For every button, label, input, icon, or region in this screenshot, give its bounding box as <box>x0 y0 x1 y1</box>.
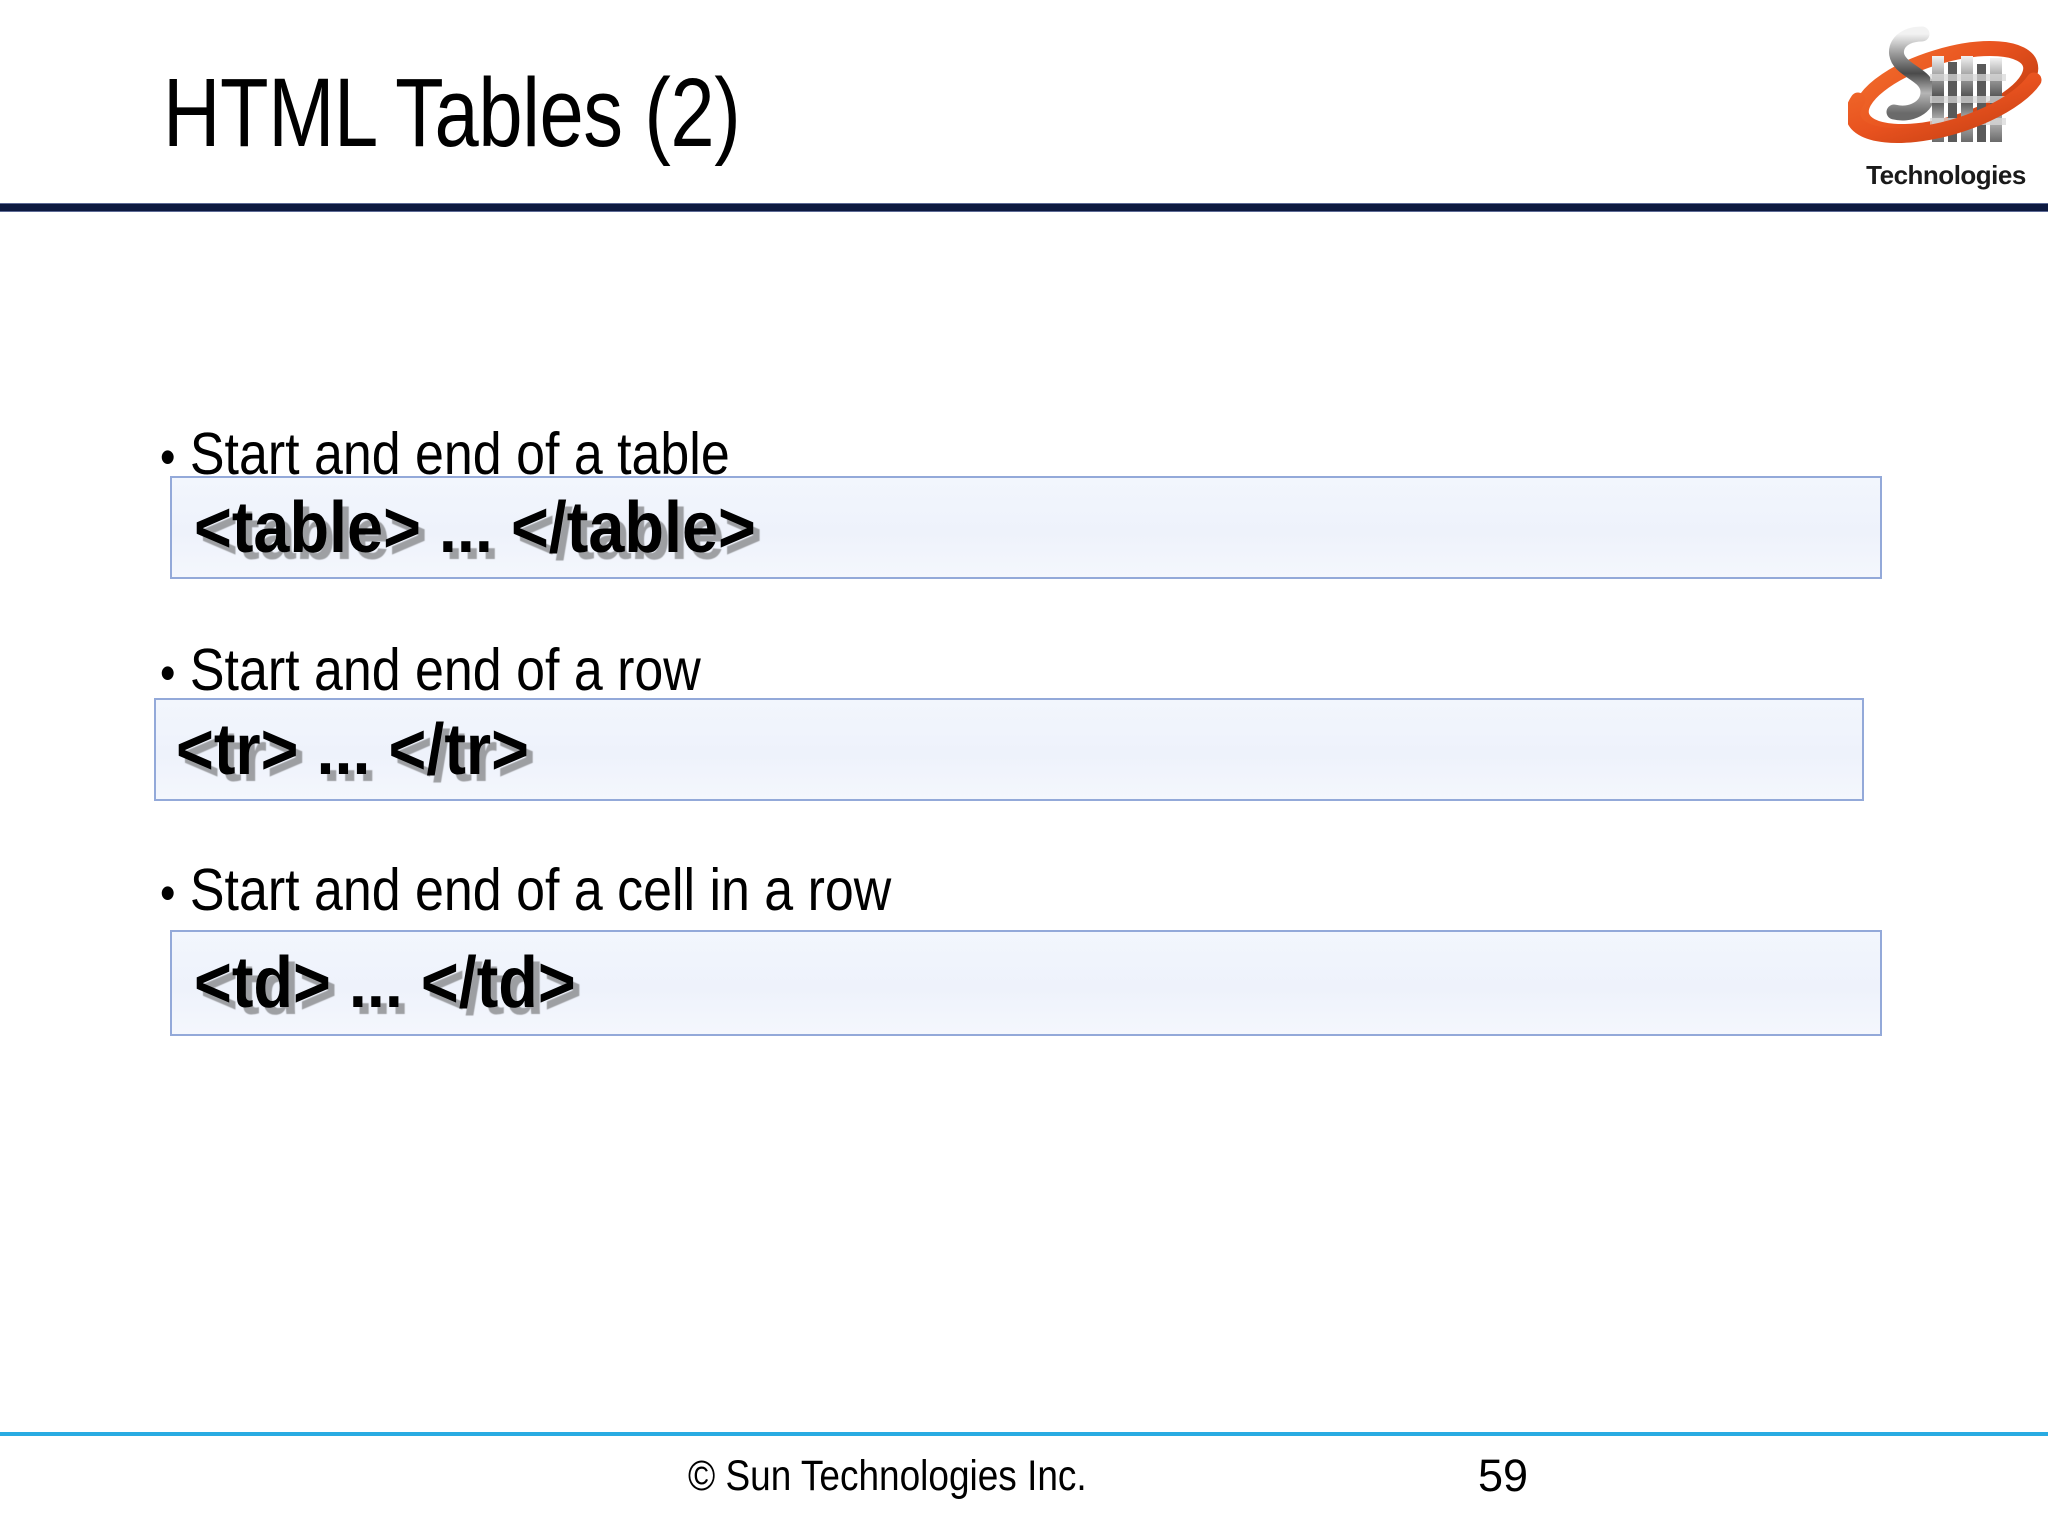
code-text-table: <table> ... </table> <box>194 487 756 568</box>
bullet-label-2: Start and end of a row <box>189 637 701 703</box>
bullet-item-3: • Start and end of a cell in a row <box>160 861 891 920</box>
bullet-dot-icon: • <box>160 865 176 921</box>
code-box-td: <td> ... </td> <box>170 930 1882 1036</box>
code-text-tr: <tr> ... </tr> <box>176 709 529 790</box>
bullet-label-3: Start and end of a cell in a row <box>189 857 892 923</box>
page-title: HTML Tables (2) <box>163 58 741 167</box>
footer-divider <box>0 1432 2048 1436</box>
logo-orbit-front <box>1848 72 2042 144</box>
footer-copyright: © Sun Technologies Inc. <box>688 1452 1087 1500</box>
code-box-tr: <tr> ... </tr> <box>154 698 1864 801</box>
code-text-td: <td> ... </td> <box>194 943 576 1023</box>
header-divider <box>0 203 2048 212</box>
bullet-dot-icon: • <box>160 645 176 701</box>
code-box-table: <table> ... </table> <box>170 476 1882 579</box>
bullet-label-1: Start and end of a table <box>189 421 730 487</box>
bullet-item-1: • Start and end of a table <box>160 425 730 484</box>
logo-tagline-text: Technologies <box>1866 160 2026 190</box>
bullet-dot-icon: • <box>160 429 176 485</box>
sun-technologies-logo: Technologies <box>1848 12 2044 196</box>
page-number: 59 <box>1478 1450 1529 1501</box>
bullet-item-2: • Start and end of a row <box>160 641 701 700</box>
